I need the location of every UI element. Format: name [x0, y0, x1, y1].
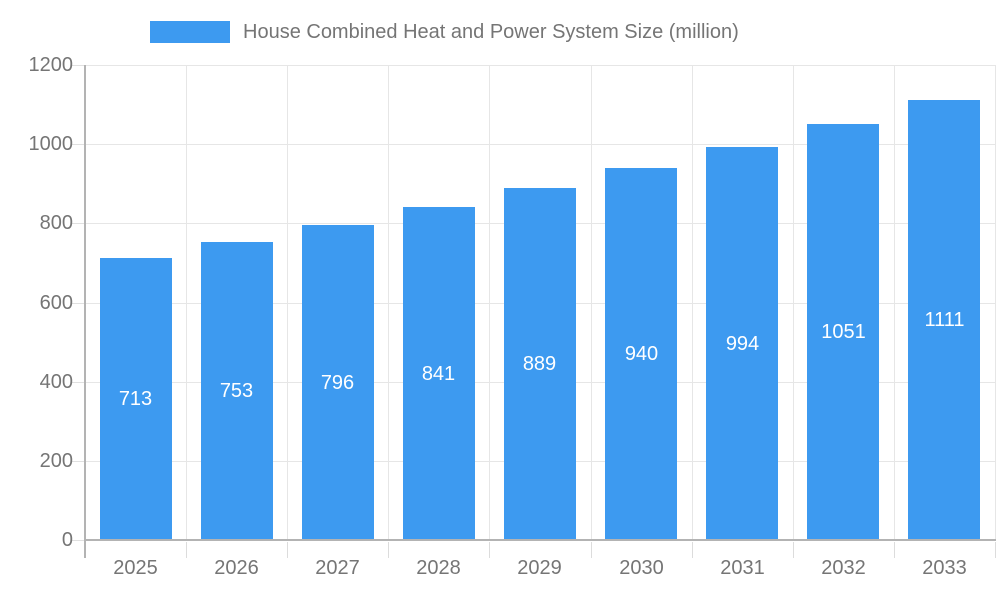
- x-tick-label: 2026: [214, 557, 259, 579]
- x-tick-label: 2025: [113, 557, 158, 579]
- y-tick-label: 200: [39, 450, 73, 472]
- h-gridline: [85, 144, 995, 145]
- y-tick-label: 800: [39, 212, 73, 234]
- x-axis-tick: [692, 542, 693, 558]
- y-axis-tick: [72, 65, 85, 66]
- x-axis-tick: [995, 542, 996, 558]
- v-gridline: [995, 65, 996, 540]
- bar: [605, 168, 677, 540]
- bar: [302, 225, 374, 540]
- x-tick-label: 2027: [315, 557, 360, 579]
- bar: [201, 242, 273, 540]
- v-gridline: [489, 65, 490, 540]
- x-tick-label: 2028: [416, 557, 461, 579]
- legend: House Combined Heat and Power System Siz…: [150, 21, 739, 43]
- x-tick-label: 2033: [922, 557, 967, 579]
- v-gridline: [186, 65, 187, 540]
- v-gridline: [894, 65, 895, 540]
- x-tick-label: 2030: [619, 557, 664, 579]
- bar-value-label: 940: [624, 343, 659, 365]
- x-axis-tick: [793, 542, 794, 558]
- bar: [908, 100, 980, 540]
- bar-value-label: 994: [725, 333, 760, 355]
- legend-swatch: [150, 21, 230, 43]
- v-gridline: [591, 65, 592, 540]
- x-tick-label: 2031: [720, 557, 765, 579]
- v-gridline: [692, 65, 693, 540]
- bar: [706, 147, 778, 540]
- x-tick-label: 2029: [517, 557, 562, 579]
- x-axis-tick: [894, 542, 895, 558]
- v-gridline: [287, 65, 288, 540]
- y-tick-label: 0: [61, 529, 73, 551]
- bar: [807, 124, 879, 540]
- y-tick-label: 1000: [28, 133, 74, 155]
- bar: [504, 188, 576, 540]
- x-axis-tick: [186, 542, 187, 558]
- bar-value-label: 841: [421, 363, 456, 385]
- v-gridline: [388, 65, 389, 540]
- bar-value-label: 1111: [924, 309, 965, 331]
- y-tick-label: 600: [39, 292, 73, 314]
- x-axis-tick: [287, 542, 288, 558]
- h-gridline: [85, 65, 995, 66]
- bar-value-label: 889: [522, 353, 557, 375]
- bar-value-label: 1051: [821, 321, 866, 343]
- bar: [100, 258, 172, 540]
- x-axis-line: [84, 539, 996, 541]
- y-axis-tick: [72, 144, 85, 145]
- v-gridline: [793, 65, 794, 540]
- x-axis-tick: [388, 542, 389, 558]
- y-tick-label: 1200: [28, 54, 74, 76]
- y-axis-tick: [72, 223, 85, 224]
- y-axis-tick: [72, 303, 85, 304]
- y-axis-tick: [72, 461, 85, 462]
- bar-value-label: 753: [219, 380, 254, 402]
- y-axis-tick: [72, 540, 85, 541]
- bar-value-label: 713: [118, 388, 153, 410]
- y-axis-line: [84, 65, 86, 558]
- bar-value-label: 796: [320, 372, 355, 394]
- x-tick-label: 2032: [821, 557, 866, 579]
- bar: [403, 207, 475, 540]
- y-tick-label: 400: [39, 371, 73, 393]
- legend-label: House Combined Heat and Power System Siz…: [243, 20, 739, 43]
- x-axis-tick: [591, 542, 592, 558]
- y-axis-tick: [72, 382, 85, 383]
- x-axis-tick: [489, 542, 490, 558]
